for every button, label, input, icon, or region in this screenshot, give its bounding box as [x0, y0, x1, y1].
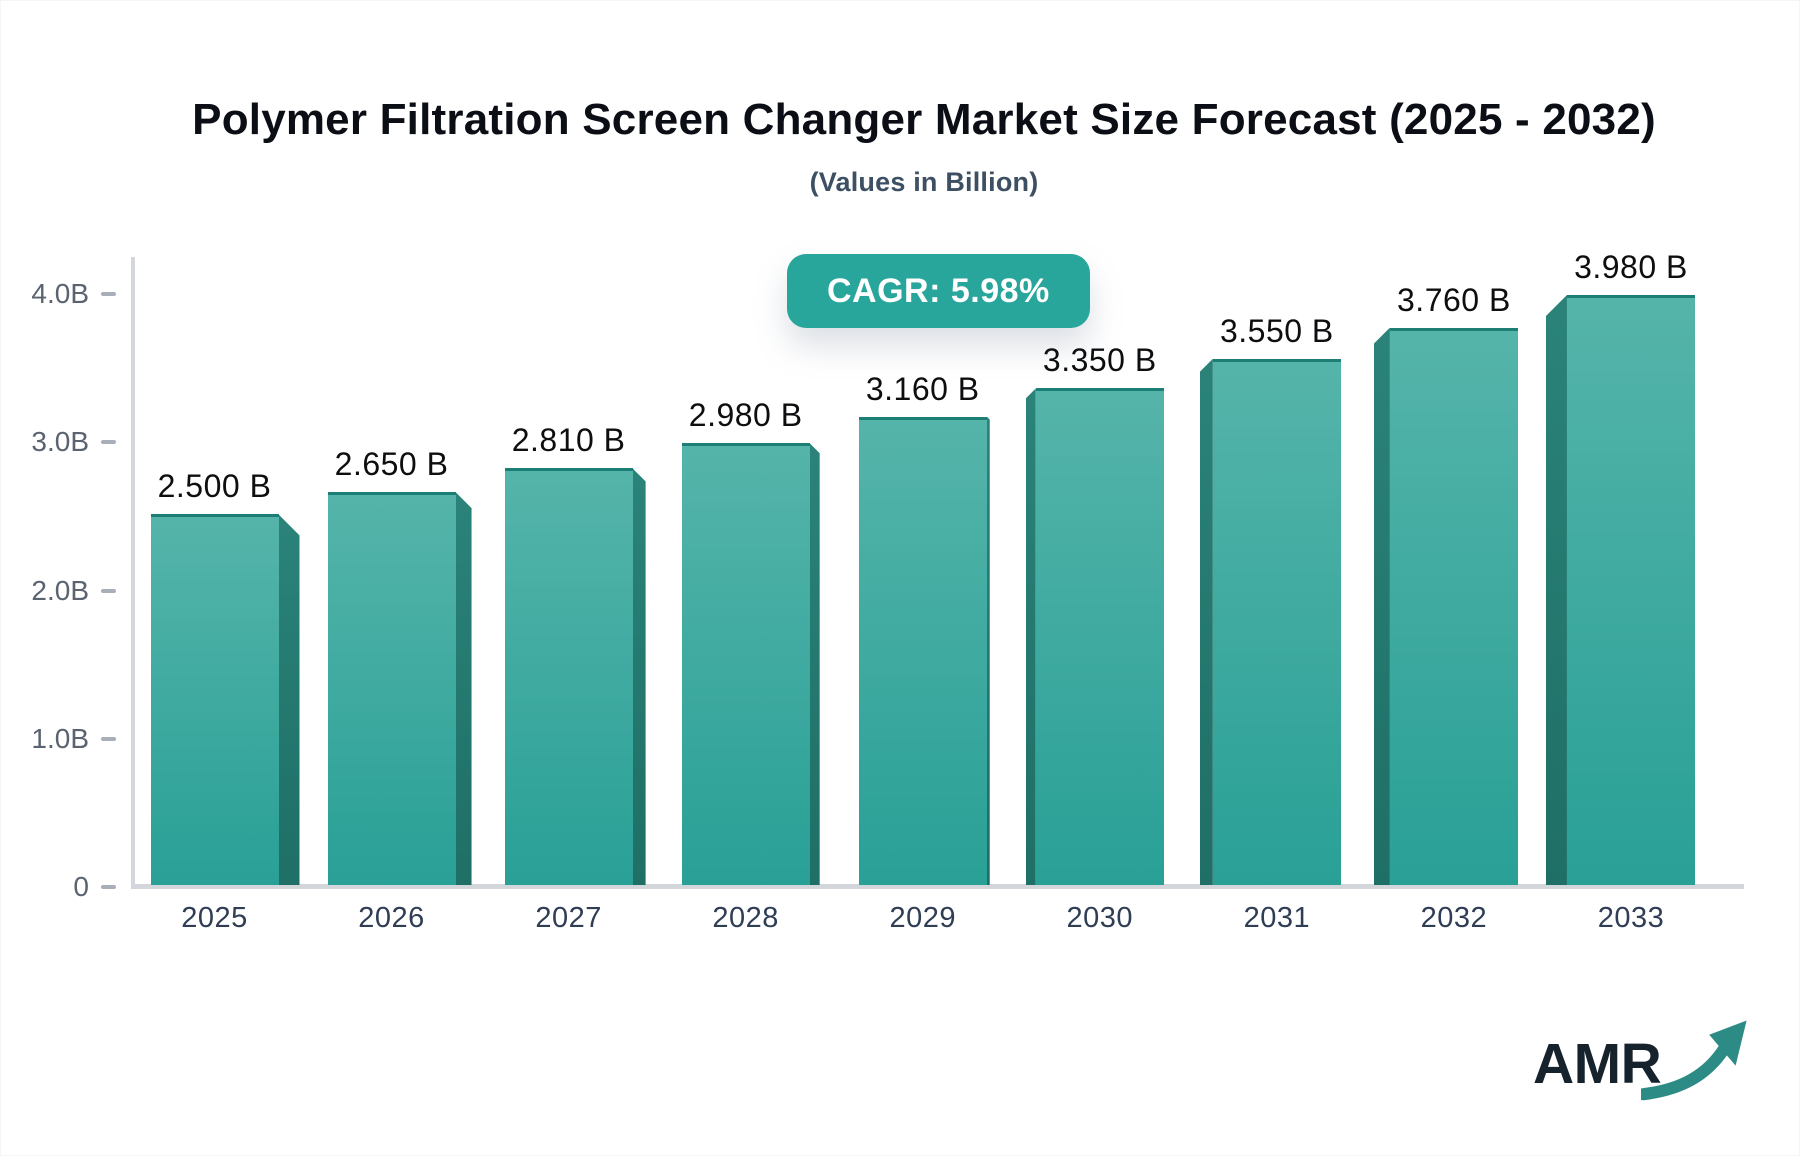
x-axis-label-2027: 2027	[535, 902, 602, 934]
bar-side-3d	[809, 443, 820, 885]
y-tick-0: 0	[19, 871, 116, 902]
x-axis-label-2030: 2030	[1066, 902, 1134, 934]
bar-side-3d	[1545, 294, 1567, 885]
bar-side-3d	[1025, 388, 1036, 885]
bar-face	[1389, 327, 1518, 885]
x-axis-label-2025: 2025	[181, 902, 248, 934]
bar-value-label: 3.350 B	[1042, 342, 1157, 379]
y-tick-dash	[101, 588, 116, 593]
logo-arrow-icon	[1641, 1020, 1747, 1101]
bar-side-3d	[986, 416, 990, 885]
y-tick-dash	[101, 736, 116, 741]
y-tick-label: 4.0B	[31, 278, 89, 309]
y-tick-label: 0	[73, 871, 89, 902]
bar-value-label: 2.980 B	[688, 397, 803, 434]
bar-value-label: 3.760 B	[1397, 281, 1511, 318]
bar-face	[1566, 294, 1695, 885]
y-axis-line	[131, 257, 135, 887]
bar-value-label: 2.500 B	[157, 468, 272, 505]
bar-2030: 3.350 B 2030	[1025, 342, 1164, 934]
bar-2025: 2.500 B 2025	[150, 468, 300, 934]
x-axis-baseline	[131, 884, 1744, 889]
bar-face	[327, 492, 456, 885]
bar-face	[150, 514, 279, 885]
bar-side-3d	[455, 492, 472, 885]
bar-2031: 3.550 B 2031	[1199, 313, 1341, 934]
y-tick-dash	[101, 885, 116, 889]
bar-value-label: 2.650 B	[334, 446, 449, 483]
amr-logo: AMR	[1533, 1020, 1763, 1126]
bar-2028: 2.980 B 2028	[681, 397, 820, 934]
y-tick-label: 1.0B	[31, 722, 89, 754]
bar-2032: 3.760 B 2032	[1373, 282, 1518, 934]
x-axis-label-2031: 2031	[1243, 902, 1311, 934]
bar-face	[1035, 388, 1164, 885]
bar-value-label: 3.550 B	[1219, 312, 1334, 349]
chart-title: Polymer Filtration Screen Changer Market…	[192, 95, 1656, 144]
bar-value-label: 2.810 B	[511, 422, 626, 459]
y-tick-2.0B: 2.0B	[19, 574, 116, 606]
bar-face	[1212, 358, 1341, 885]
bar-side-3d	[1199, 358, 1213, 885]
x-axis-label-2029: 2029	[889, 902, 956, 934]
x-axis-label-2028: 2028	[712, 902, 779, 934]
logo-text: AMR	[1533, 1032, 1662, 1096]
bar-2026: 2.650 B 2026	[327, 446, 472, 934]
bar-2033: 3.980 B 2033	[1545, 249, 1695, 934]
bar-2027: 2.810 B 2027	[504, 422, 646, 934]
y-tick-1.0B: 1.0B	[19, 722, 116, 754]
bar-face	[858, 416, 987, 885]
bar-2029: 3.160 B 2029	[858, 371, 990, 934]
y-tick-dash	[101, 440, 116, 445]
y-tick-4.0B: 4.0B	[19, 278, 116, 309]
chart-subtitle: (Values in Billion)	[809, 167, 1039, 197]
x-axis-label-2026: 2026	[358, 902, 425, 934]
y-tick-3.0B: 3.0B	[19, 426, 116, 458]
y-tick-label: 3.0B	[31, 426, 89, 458]
x-axis-label-2032: 2032	[1420, 902, 1488, 934]
bar-value-label: 3.980 B	[1574, 248, 1688, 285]
y-tick-dash	[101, 292, 116, 296]
bar-side-3d	[632, 468, 646, 885]
bar-face	[681, 443, 810, 885]
cagr-badge: CAGR: 5.98%	[787, 254, 1090, 328]
y-tick-label: 2.0B	[31, 574, 89, 606]
x-axis-label-2033: 2033	[1597, 902, 1665, 934]
bar-value-label: 3.160 B	[865, 370, 980, 407]
bar-face	[504, 468, 633, 885]
bar-side-3d	[1373, 327, 1390, 885]
bar-side-3d	[278, 514, 300, 885]
